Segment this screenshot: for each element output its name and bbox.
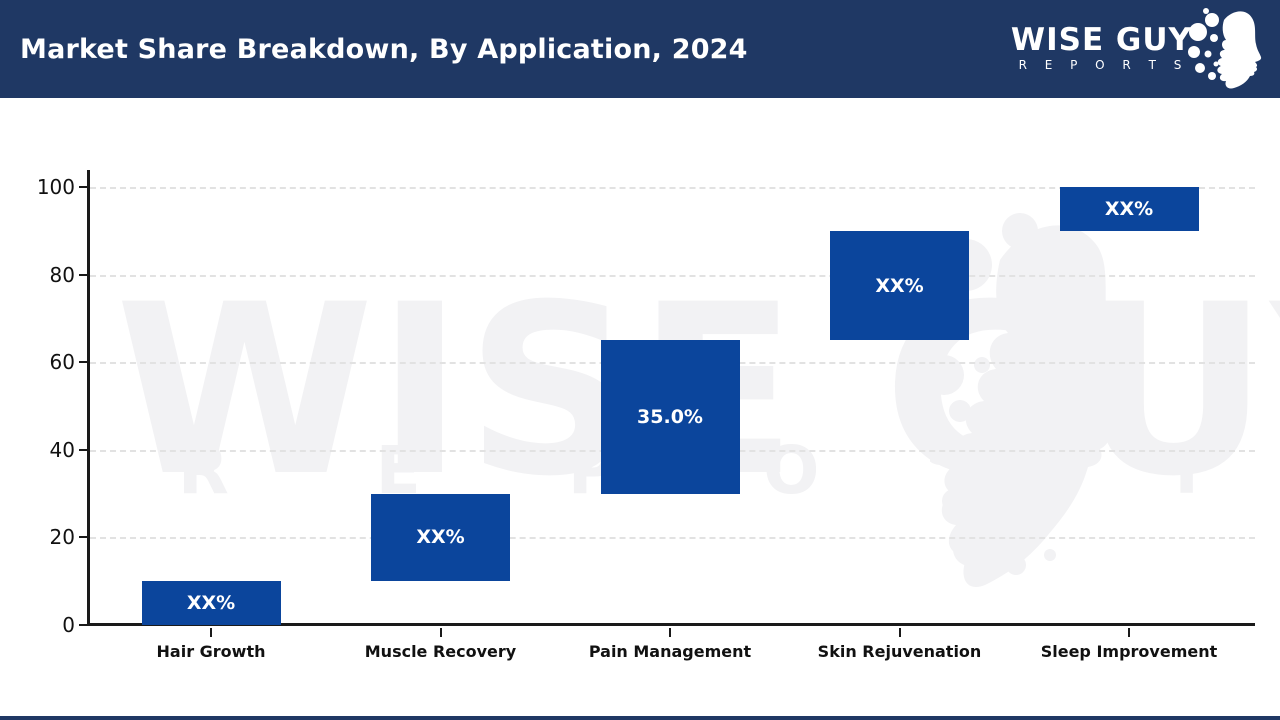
x-tick-mark bbox=[898, 628, 901, 637]
y-tick-mark bbox=[79, 536, 88, 539]
x-tick-mark bbox=[439, 628, 442, 637]
x-tick-mark bbox=[669, 628, 671, 637]
y-tick-label: 40 bbox=[49, 437, 75, 462]
x-tick-label-muscle-recovery: Muscle Recovery bbox=[364, 642, 517, 661]
y-tick-label: 80 bbox=[49, 262, 75, 287]
logo-subtitle: R E P O R T S bbox=[1018, 58, 1189, 73]
y-tick-mark bbox=[79, 273, 88, 276]
bar-muscle-recovery: XX% bbox=[371, 493, 510, 582]
logo-wordmark: WISE GUY bbox=[1010, 21, 1192, 58]
y-tick-mark bbox=[79, 186, 88, 188]
bar-value-label: XX% bbox=[875, 274, 924, 297]
footer-accent-bar bbox=[0, 716, 1280, 720]
y-tick-label: 20 bbox=[49, 525, 75, 550]
x-tick-label-skin-rejuvenation: Skin Rejuvenation bbox=[817, 642, 982, 661]
y-tick-mark bbox=[79, 448, 88, 451]
bar-sleep-improvement: XX% bbox=[1059, 187, 1199, 231]
gridline-y-20 bbox=[90, 537, 1255, 540]
y-tick-label: 100 bbox=[36, 175, 75, 199]
x-tick-label-pain-management: Pain Management bbox=[588, 642, 752, 661]
bar-value-label: XX% bbox=[1104, 197, 1154, 220]
y-axis-line bbox=[87, 170, 90, 626]
y-tick-label: 60 bbox=[49, 350, 75, 375]
page-title: Market Share Breakdown, By Application, … bbox=[20, 33, 748, 65]
x-tick-mark bbox=[210, 628, 212, 637]
x-tick-label-hair-growth: Hair Growth bbox=[156, 642, 266, 661]
y-tick-mark bbox=[79, 624, 88, 626]
bar-skin-rejuvenation: XX% bbox=[830, 230, 969, 341]
x-tick-label-sleep-improvement: Sleep Improvement bbox=[1040, 642, 1218, 661]
y-tick-label: 0 bbox=[62, 613, 75, 637]
gridline-y-100 bbox=[90, 187, 1255, 189]
gridline-y-80 bbox=[90, 274, 1255, 277]
wise-guy-reports-logo: WISE GUY R E P O R T S bbox=[1011, 6, 1264, 90]
bar-value-label: XX% bbox=[416, 526, 465, 549]
header-bar: Market Share Breakdown, By Application, … bbox=[0, 0, 1280, 98]
dotted-head-profile-icon bbox=[1186, 8, 1262, 89]
y-tick-mark bbox=[79, 361, 88, 364]
bar-hair-growth: XX% bbox=[141, 581, 281, 625]
logo-text: WISE GUY R E P O R T S bbox=[1011, 24, 1192, 73]
market-share-chart: 0 20 40 60 80 100 Hair Growth Muscle Recovery Pa… bbox=[0, 98, 1280, 716]
bar-value-label: XX% bbox=[186, 592, 236, 615]
x-axis-line bbox=[87, 623, 1255, 626]
x-tick-mark bbox=[1128, 628, 1130, 637]
bar-pain-management: 35.0% bbox=[600, 340, 740, 494]
bar-value-label: 35.0% bbox=[637, 405, 703, 428]
